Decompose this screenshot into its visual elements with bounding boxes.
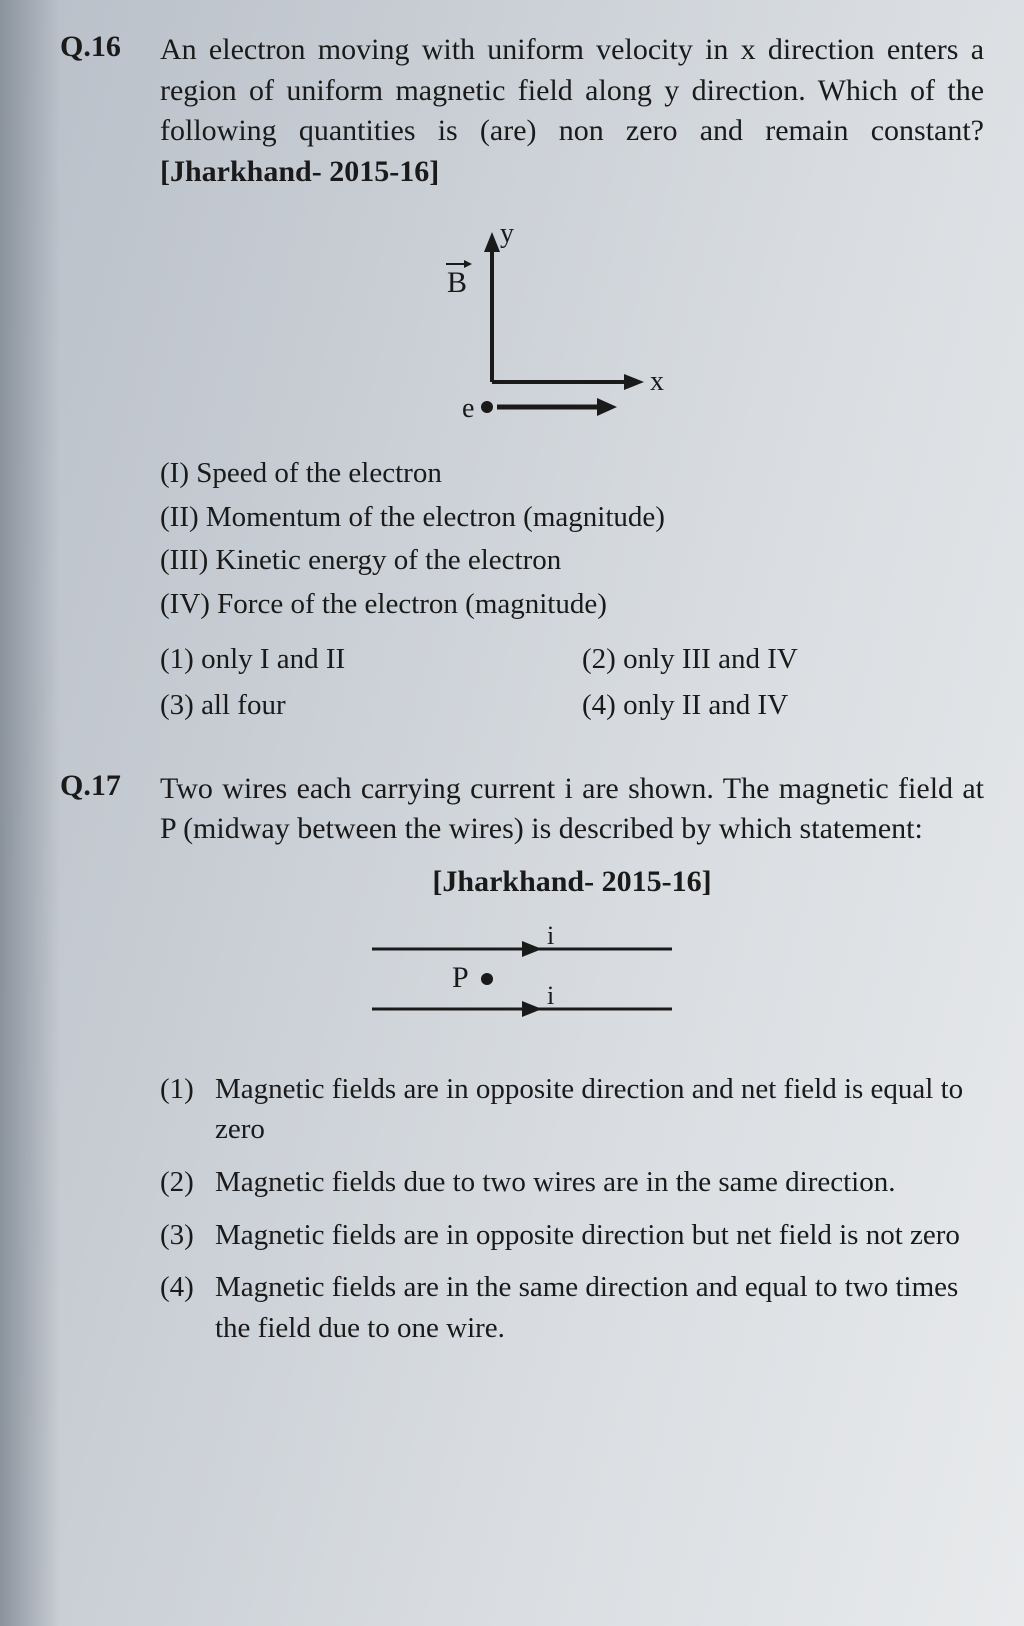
q17-reference: [Jharkhand- 2015-16]	[60, 865, 984, 899]
y-label: y	[500, 218, 514, 249]
q16-number: Q.16	[60, 30, 160, 64]
q16-text: An electron moving with uniform velocity…	[160, 30, 984, 192]
question-16: Q.16 An electron moving with uniform vel…	[60, 30, 984, 729]
q16-reference: [Jharkhand- 2015-16]	[160, 155, 439, 188]
q16-opt1: (1) only I and II	[160, 636, 562, 682]
q17-opt2: (2) Magnetic fields due to two wires are…	[160, 1162, 984, 1203]
opt-text-4: Magnetic fields are in the same directio…	[215, 1267, 984, 1348]
q16-roman-list: (I) Speed of the electron (II) Momentum …	[160, 452, 984, 626]
x-label: x	[650, 366, 664, 397]
opt-num-1: (1)	[160, 1069, 215, 1150]
roman-3: (III) Kinetic energy of the electron	[160, 539, 984, 583]
q17-text: Two wires each carrying current i are sh…	[160, 769, 984, 850]
b-label: B	[447, 266, 467, 299]
roman-1: (I) Speed of the electron	[160, 452, 984, 496]
q17-diagram: i P i	[60, 919, 984, 1044]
e-label: e	[462, 393, 474, 422]
q16-line4: non zero and remain constant?	[559, 114, 984, 147]
opt-text-3: Magnetic fields are in opposite directio…	[215, 1215, 960, 1256]
opt-text-1: Magnetic fields are in opposite directio…	[215, 1069, 984, 1150]
i-label-top: i	[547, 921, 554, 950]
q16-opt2: (2) only III and IV	[582, 636, 984, 682]
opt-num-2: (2)	[160, 1162, 215, 1203]
opt-num-4: (4)	[160, 1267, 215, 1348]
q17-line1: Two wires each carrying current i are sh…	[160, 772, 769, 805]
q16-line1: An electron moving with uniform velocity…	[160, 33, 875, 66]
q16-opt3: (3) all four	[160, 682, 562, 728]
opt-num-3: (3)	[160, 1215, 215, 1256]
q17-opt4: (4) Magnetic fields are in the same dire…	[160, 1267, 984, 1348]
q16-diagram: y B x e	[60, 212, 984, 427]
question-17: Q.17 Two wires each carrying current i a…	[60, 769, 984, 1349]
q16-opt4: (4) only II and IV	[582, 682, 984, 728]
q16-options: (1) only I and II (2) only III and IV (3…	[160, 636, 984, 729]
q17-line3: described by which statement:	[559, 812, 923, 845]
p-label: P	[452, 961, 469, 994]
i-label-bottom: i	[547, 981, 554, 1010]
q17-number: Q.17	[60, 769, 160, 803]
opt-text-2: Magnetic fields due to two wires are in …	[215, 1162, 895, 1203]
q17-opt3: (3) Magnetic fields are in opposite dire…	[160, 1215, 984, 1256]
q17-opt1: (1) Magnetic fields are in opposite dire…	[160, 1069, 984, 1150]
roman-2: (II) Momentum of the electron (magnitude…	[160, 496, 984, 540]
roman-4: (IV) Force of the electron (magnitude)	[160, 583, 984, 627]
